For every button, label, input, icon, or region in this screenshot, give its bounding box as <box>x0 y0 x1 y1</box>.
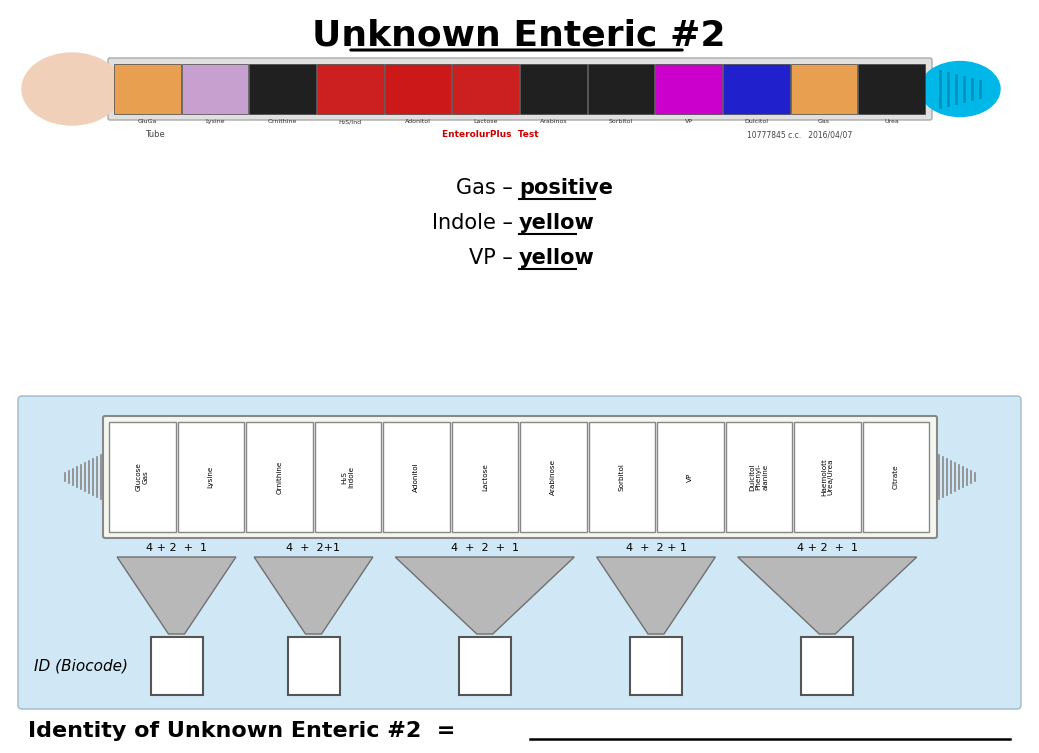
Bar <box>801 637 853 695</box>
Ellipse shape <box>22 53 122 125</box>
Bar <box>520 64 587 114</box>
Text: Dulcitol
Phenyl-
alanine: Dulcitol Phenyl- alanine <box>749 463 768 491</box>
Bar <box>288 637 340 695</box>
Text: H₂S/Ind: H₂S/Ind <box>339 119 362 124</box>
Bar <box>723 64 790 114</box>
Text: Citrate: Citrate <box>893 465 899 489</box>
Text: yellow: yellow <box>520 213 594 233</box>
Text: Gas: Gas <box>818 119 830 124</box>
Text: GluGa: GluGa <box>137 119 157 124</box>
Bar <box>656 64 722 114</box>
Polygon shape <box>596 557 716 634</box>
Bar <box>588 422 655 532</box>
Text: 4  +  2 + 1: 4 + 2 + 1 <box>625 543 687 553</box>
Bar <box>630 637 682 695</box>
Bar <box>151 637 203 695</box>
Bar <box>459 637 511 695</box>
Text: Lysine: Lysine <box>208 466 214 488</box>
Bar <box>178 422 244 532</box>
Bar <box>452 422 518 532</box>
Text: Lysine: Lysine <box>206 119 224 124</box>
Bar <box>588 64 655 114</box>
Bar <box>109 422 176 532</box>
Polygon shape <box>255 557 373 634</box>
Text: Indole –: Indole – <box>431 213 520 233</box>
Text: Lactose: Lactose <box>474 119 498 124</box>
Bar <box>317 64 383 114</box>
Text: Arabinose: Arabinose <box>551 459 556 495</box>
Text: Sorbitol: Sorbitol <box>609 119 633 124</box>
Bar <box>315 422 381 532</box>
Bar <box>452 64 520 114</box>
Bar <box>182 64 248 114</box>
Text: VP –: VP – <box>469 248 520 268</box>
Polygon shape <box>117 557 236 634</box>
FancyBboxPatch shape <box>103 416 937 538</box>
Bar <box>725 422 792 532</box>
Text: Identity of Unknown Enteric #2  =: Identity of Unknown Enteric #2 = <box>28 721 455 741</box>
Text: Adonitol: Adonitol <box>405 119 431 124</box>
Text: Ornithine: Ornithine <box>268 119 297 124</box>
Ellipse shape <box>920 62 1000 117</box>
Text: 4  +  2  +  1: 4 + 2 + 1 <box>451 543 518 553</box>
Polygon shape <box>738 557 916 634</box>
Bar <box>384 64 451 114</box>
Text: 4  +  2+1: 4 + 2+1 <box>287 543 341 553</box>
Text: Gas –: Gas – <box>456 178 520 198</box>
Text: Glucose
Gas: Glucose Gas <box>136 462 149 492</box>
Text: ID (Biocode): ID (Biocode) <box>34 659 128 673</box>
Text: Ornithine: Ornithine <box>276 460 283 494</box>
Text: EnterolurPlus  Test: EnterolurPlus Test <box>442 130 538 139</box>
Text: Sorbitol: Sorbitol <box>619 463 624 491</box>
Bar <box>246 422 313 532</box>
Bar <box>520 422 586 532</box>
Polygon shape <box>395 557 575 634</box>
Text: Lactose: Lactose <box>482 463 487 491</box>
Text: positive: positive <box>520 178 613 198</box>
Text: yellow: yellow <box>520 248 594 268</box>
Text: VP: VP <box>685 119 693 124</box>
Bar <box>383 422 450 532</box>
Text: Arabinos: Arabinos <box>539 119 567 124</box>
Bar <box>114 64 181 114</box>
FancyBboxPatch shape <box>108 58 932 120</box>
Text: Urea: Urea <box>884 119 899 124</box>
Text: Unknown Enteric #2: Unknown Enteric #2 <box>313 18 726 52</box>
Bar <box>791 64 857 114</box>
Bar <box>249 64 316 114</box>
Text: Tube: Tube <box>145 130 165 139</box>
Bar <box>858 64 925 114</box>
FancyBboxPatch shape <box>18 396 1021 709</box>
Text: VP: VP <box>687 472 693 482</box>
Text: Dulcitol: Dulcitol <box>744 119 768 124</box>
Text: H₂S
Indole: H₂S Indole <box>342 466 354 488</box>
Text: Adonitol: Adonitol <box>414 462 420 492</box>
Text: 4 + 2  +  1: 4 + 2 + 1 <box>797 543 858 553</box>
Bar <box>862 422 929 532</box>
Bar <box>657 422 723 532</box>
Bar <box>794 422 860 532</box>
Text: 10777845 c.c.   2016/04/07: 10777845 c.c. 2016/04/07 <box>747 130 853 139</box>
Text: 4 + 2  +  1: 4 + 2 + 1 <box>146 543 207 553</box>
Text: Haemolott
Urea/Urea: Haemolott Urea/Urea <box>821 458 833 496</box>
